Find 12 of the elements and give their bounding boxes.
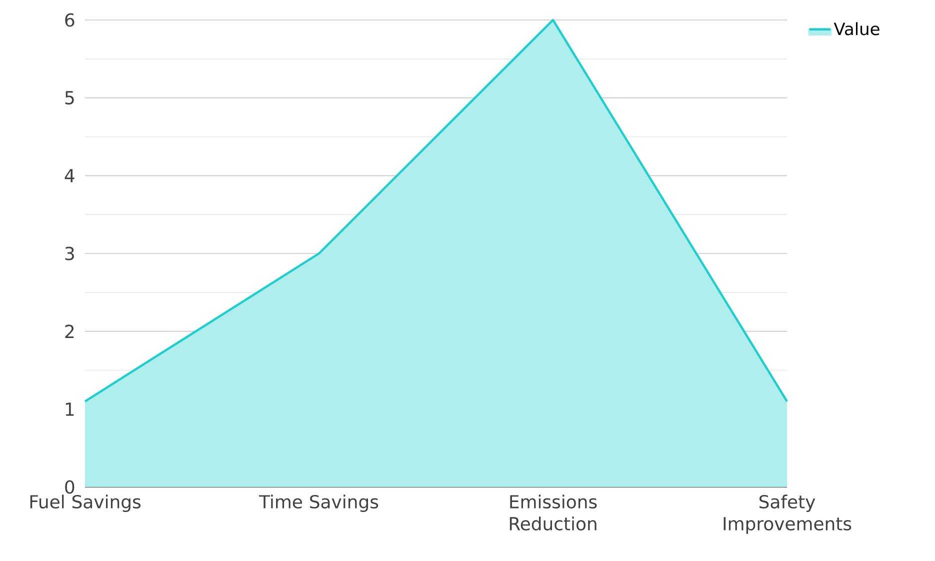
y-tick-label: 3 <box>65 246 74 260</box>
y-tick-label: 1 <box>66 402 74 416</box>
x-tick-label: Fuel Savings <box>30 494 141 512</box>
x-tick-label: Time Savings <box>258 494 378 512</box>
legend-label: Value <box>834 22 880 36</box>
y-tick-label: 4 <box>64 169 74 182</box>
x-tick-label: Safety Improvements <box>724 494 852 534</box>
y-tick-label: 2 <box>65 324 74 338</box>
x-tick-label: Emissions Reduction <box>510 494 597 530</box>
y-tick-label: 6 <box>65 13 74 27</box>
y-tick-label: 0 <box>65 480 74 494</box>
y-tick-label: 5 <box>65 91 74 104</box>
